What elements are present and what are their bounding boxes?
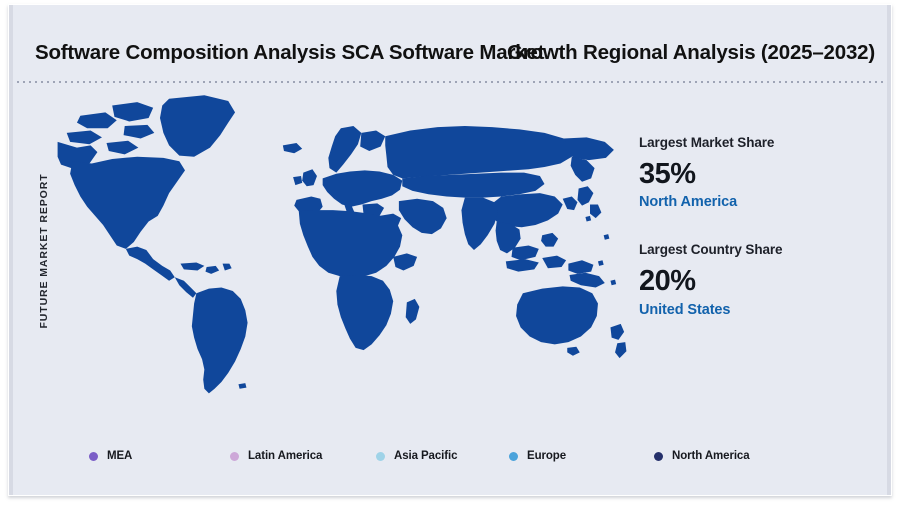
- legend-dot-icon: [654, 451, 663, 461]
- legend-item-mea[interactable]: MEA: [89, 450, 132, 462]
- stat-largest-country-share: Largest Country Share 20% United States: [639, 242, 869, 317]
- card-right-edge: [887, 5, 891, 495]
- stat-largest-market-share: Largest Market Share 35% North America: [639, 135, 869, 210]
- legend-dot-icon: [509, 451, 518, 461]
- legend-dot-icon: [376, 451, 385, 461]
- legend-item-label: Europe: [527, 450, 567, 462]
- card-left-edge: [9, 5, 13, 495]
- map-landmasses: [57, 95, 627, 394]
- legend-item-label: Latin America: [248, 450, 323, 462]
- stat-label: Largest Market Share: [639, 135, 775, 150]
- legend-item-label: North America: [672, 450, 750, 462]
- legend-item-asia-pacific[interactable]: Asia Pacific: [376, 450, 457, 462]
- legend-dot-icon: [230, 451, 239, 461]
- legend-item-north-america[interactable]: North America: [654, 450, 750, 462]
- title-bar: Software Composition Analysis SCA Softwa…: [9, 5, 891, 77]
- legend-item-label: Asia Pacific: [394, 450, 458, 462]
- legend-item-europe[interactable]: Europe: [509, 450, 566, 462]
- legend-item-latin-america[interactable]: Latin America: [230, 450, 322, 462]
- stats-panel: Largest Market Share 35% North America L…: [639, 135, 869, 350]
- page-title: Software Composition Analysis SCA Softwa…: [35, 38, 875, 68]
- brand-watermark: FUTURE MARKET REPORT: [38, 173, 50, 329]
- stat-label: Largest Country Share: [639, 242, 783, 258]
- legend-item-label: MEA: [107, 450, 133, 462]
- title-divider: [17, 81, 883, 83]
- page-title-secondary: Growth Regional Analysis (2025–2032): [506, 41, 875, 64]
- page-title-primary: Software Composition Analysis SCA Softwa…: [35, 41, 545, 64]
- report-card: Software Composition Analysis SCA Softwa…: [8, 4, 892, 496]
- stat-value: 35%: [639, 158, 696, 190]
- legend-dot-icon: [89, 451, 98, 461]
- stat-region: North America: [639, 194, 738, 211]
- stat-region: United States: [639, 301, 731, 318]
- world-map-svg: [57, 95, 627, 394]
- world-map: [57, 93, 627, 403]
- stat-value: 20%: [639, 265, 696, 298]
- map-legend: MEA Latin America Asia Pacific Europe No…: [89, 450, 809, 474]
